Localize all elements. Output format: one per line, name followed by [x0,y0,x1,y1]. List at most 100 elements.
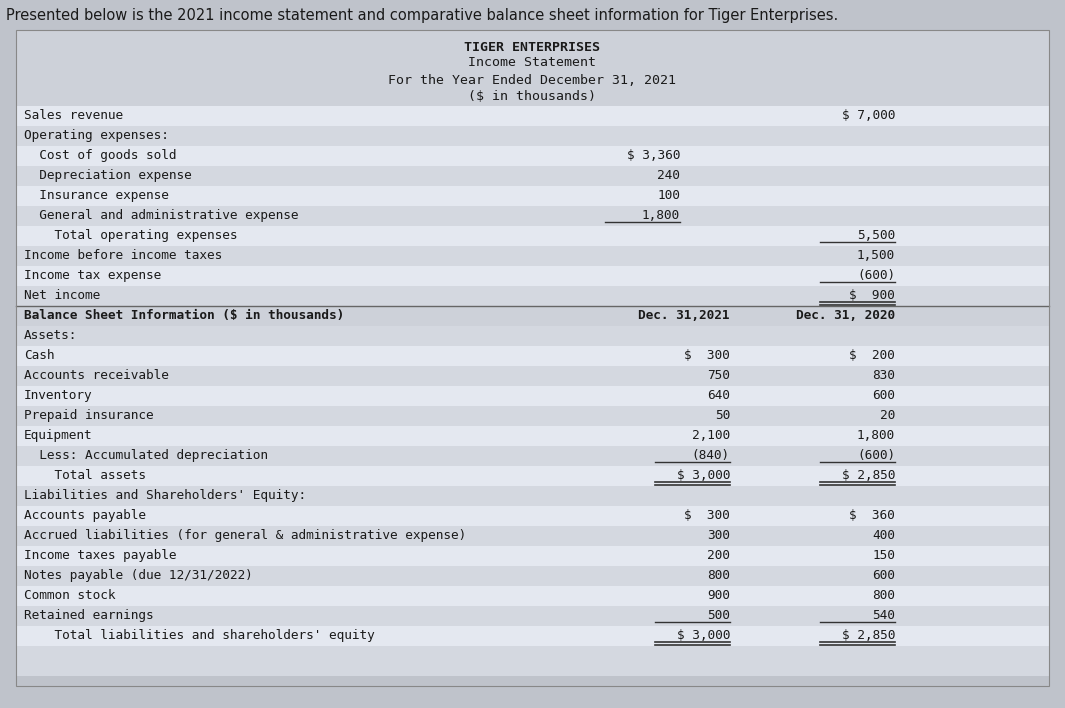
Text: Retained earnings: Retained earnings [24,609,153,622]
Text: Income taxes payable: Income taxes payable [24,549,177,562]
Text: 640: 640 [707,389,730,402]
Bar [16,626,1049,646]
Text: $  900: $ 900 [849,289,895,302]
Text: Accounts receivable: Accounts receivable [24,369,169,382]
Text: (600): (600) [857,269,895,282]
Bar [16,166,1049,186]
Bar [16,466,1049,486]
Text: For the Year Ended December 31, 2021: For the Year Ended December 31, 2021 [389,74,676,87]
Text: Inventory: Inventory [24,389,93,402]
Text: Net income: Net income [24,289,100,302]
Bar [16,526,1049,546]
Bar [16,146,1049,166]
Text: Accrued liabilities (for general & administrative expense): Accrued liabilities (for general & admin… [24,529,466,542]
Text: Common stock: Common stock [24,589,115,602]
Text: $  300: $ 300 [684,349,730,362]
Bar [16,346,1049,366]
Bar [16,126,1049,146]
Text: Income Statement: Income Statement [469,56,596,69]
Text: 1,800: 1,800 [642,209,679,222]
Text: 2,100: 2,100 [692,429,730,442]
Bar [16,566,1049,586]
Text: Total operating expenses: Total operating expenses [24,229,237,242]
Bar [16,676,1049,686]
Text: $ 3,360: $ 3,360 [626,149,679,162]
Text: ($ in thousands): ($ in thousands) [469,90,596,103]
Bar [16,426,1049,446]
Text: $  360: $ 360 [849,509,895,522]
Bar [16,486,1049,506]
Text: Notes payable (due 12/31/2022): Notes payable (due 12/31/2022) [24,569,252,582]
Text: Income before income taxes: Income before income taxes [24,249,223,262]
Text: Presented below is the 2021 income statement and comparative balance sheet infor: Presented below is the 2021 income state… [6,8,838,23]
Text: 540: 540 [872,609,895,622]
Text: 1,500: 1,500 [857,249,895,262]
Bar [16,266,1049,286]
Text: 300: 300 [707,529,730,542]
Text: $  300: $ 300 [684,509,730,522]
Text: Equipment: Equipment [24,429,93,442]
Text: 200: 200 [707,549,730,562]
Bar [16,586,1049,606]
Text: Cost of goods sold: Cost of goods sold [24,149,177,162]
Text: $  200: $ 200 [849,349,895,362]
Bar [16,326,1049,346]
Text: $ 2,850: $ 2,850 [841,629,895,642]
Text: Total assets: Total assets [24,469,146,482]
Text: Operating expenses:: Operating expenses: [24,129,169,142]
Text: Cash: Cash [24,349,54,362]
Text: Depreciation expense: Depreciation expense [24,169,192,182]
Bar [16,306,1049,326]
Text: (600): (600) [857,449,895,462]
Text: 50: 50 [715,409,730,422]
Bar [16,106,1049,126]
Text: 600: 600 [872,389,895,402]
Bar [16,206,1049,226]
Bar [16,406,1049,426]
Text: 5,500: 5,500 [857,229,895,242]
Text: 100: 100 [657,189,679,202]
Bar [16,386,1049,406]
Text: Prepaid insurance: Prepaid insurance [24,409,153,422]
Bar [16,246,1049,266]
Text: $ 7,000: $ 7,000 [841,109,895,122]
Text: $ 3,000: $ 3,000 [676,629,730,642]
Text: Balance Sheet Information ($ in thousands): Balance Sheet Information ($ in thousand… [24,309,344,322]
Text: Insurance expense: Insurance expense [24,189,169,202]
Bar [16,446,1049,466]
Text: Dec. 31,2021: Dec. 31,2021 [639,309,730,322]
Text: 750: 750 [707,369,730,382]
Bar [16,606,1049,626]
Text: 800: 800 [872,589,895,602]
Text: General and administrative expense: General and administrative expense [24,209,298,222]
Bar [16,366,1049,386]
Text: $ 2,850: $ 2,850 [841,469,895,482]
Text: 150: 150 [872,549,895,562]
Bar [16,546,1049,566]
Text: Liabilities and Shareholders' Equity:: Liabilities and Shareholders' Equity: [24,489,306,502]
Bar [16,186,1049,206]
Text: 1,800: 1,800 [857,429,895,442]
Text: Total liabilities and shareholders' equity: Total liabilities and shareholders' equi… [24,629,375,642]
Bar [16,226,1049,246]
Text: 830: 830 [872,369,895,382]
Text: $ 3,000: $ 3,000 [676,469,730,482]
Text: 20: 20 [880,409,895,422]
Text: Sales revenue: Sales revenue [24,109,124,122]
Text: 800: 800 [707,569,730,582]
Text: 900: 900 [707,589,730,602]
Text: (840): (840) [692,449,730,462]
Text: Income tax expense: Income tax expense [24,269,161,282]
Text: 240: 240 [657,169,679,182]
Text: TIGER ENTERPRISES: TIGER ENTERPRISES [464,41,601,54]
Text: Accounts payable: Accounts payable [24,509,146,522]
Text: Assets:: Assets: [24,329,78,342]
Text: 400: 400 [872,529,895,542]
Text: 600: 600 [872,569,895,582]
Bar [16,286,1049,306]
Text: 500: 500 [707,609,730,622]
Bar [16,30,1049,106]
Text: Less: Accumulated depreciation: Less: Accumulated depreciation [24,449,268,462]
Bar [16,506,1049,526]
Text: Dec. 31, 2020: Dec. 31, 2020 [796,309,895,322]
